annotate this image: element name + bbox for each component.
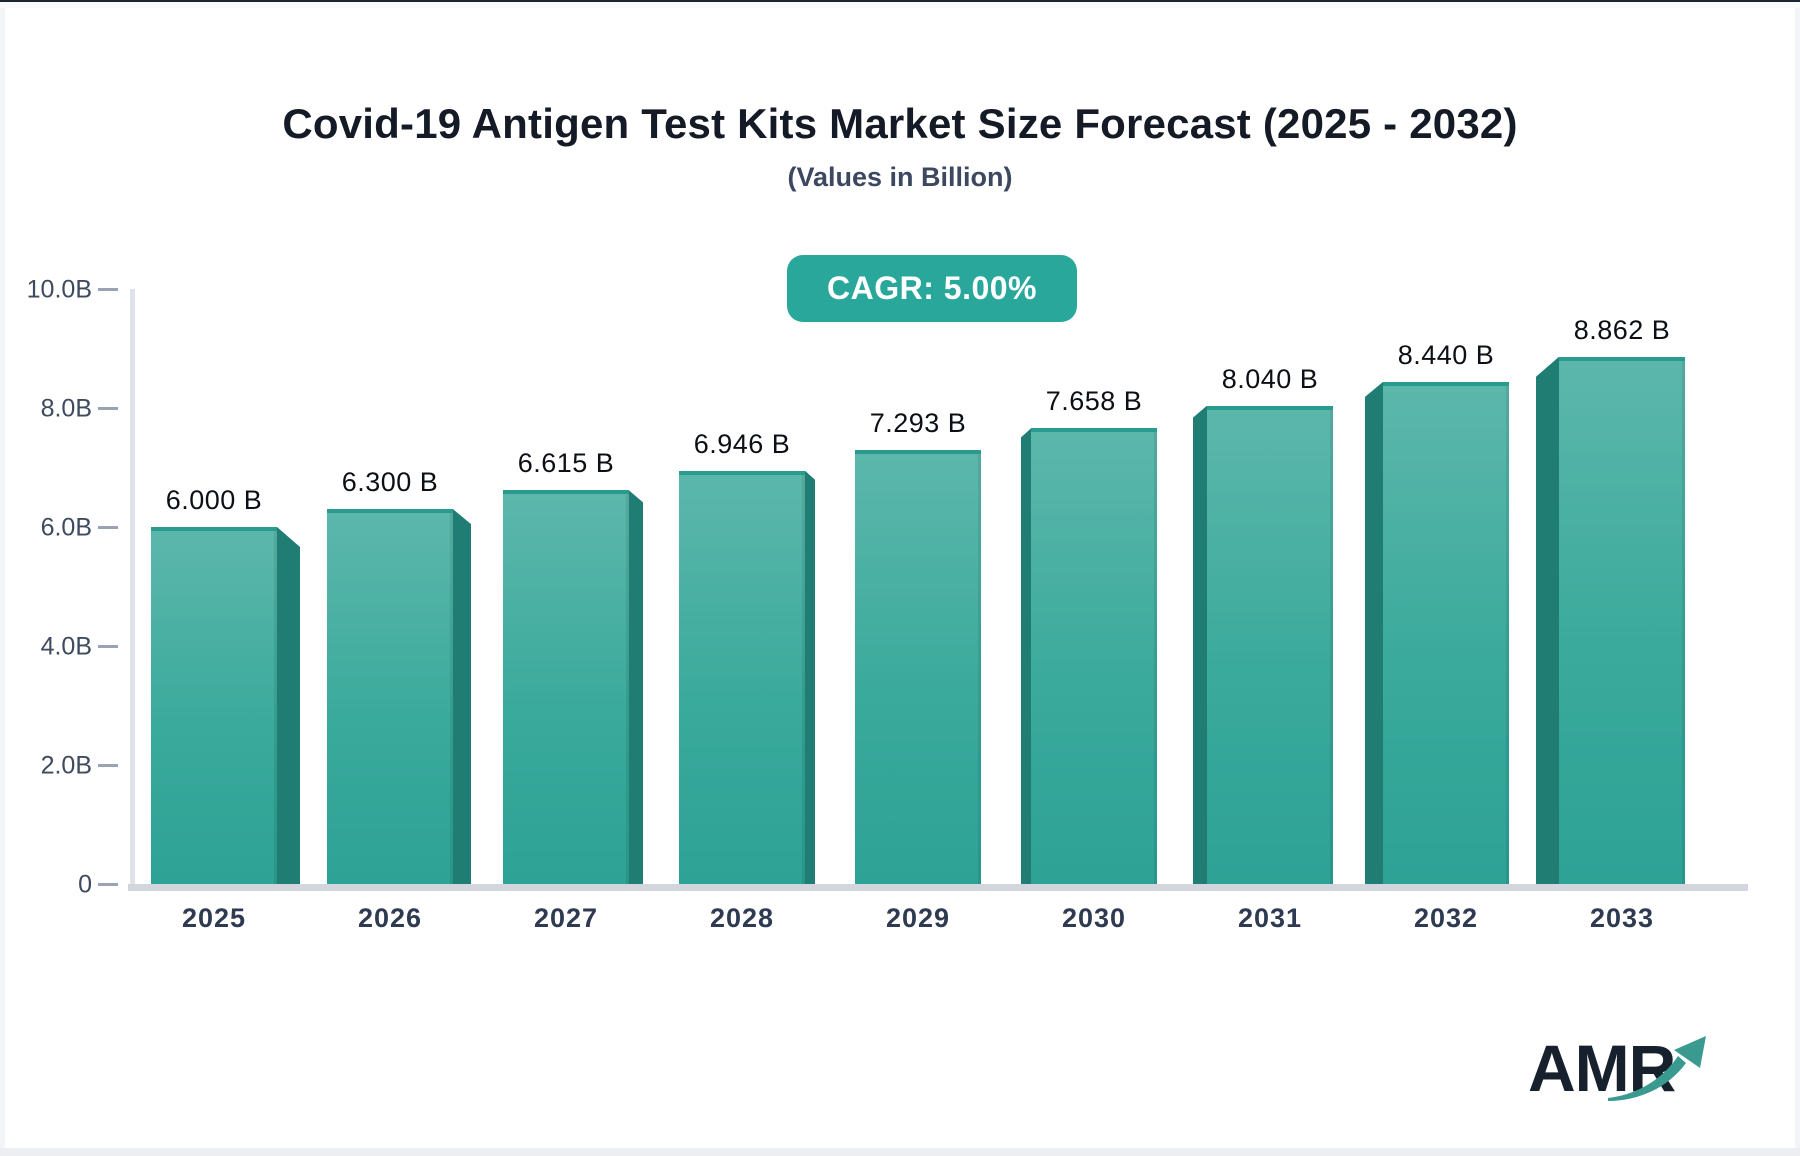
y-tick-label-3: 6.0B	[40, 513, 92, 542]
bar-2031	[1207, 405, 1333, 884]
cagr-badge: CAGR: 5.00%	[787, 255, 1077, 322]
amr-logo: AMR	[1528, 1030, 1728, 1110]
x-label-2031: 2031	[1237, 903, 1303, 933]
bar-side-2032	[1365, 381, 1383, 884]
bar-side-2027	[629, 490, 643, 884]
x-label-2026: 2026	[357, 903, 423, 933]
bar-side-2026	[453, 509, 471, 884]
bar-side-2025	[277, 527, 300, 884]
growth-arrow-icon	[1608, 1036, 1706, 1101]
y-tick-label-5: 10.0B	[26, 275, 92, 304]
bar-2033	[1559, 356, 1685, 884]
x-label-2025: 2025	[181, 903, 247, 933]
bar-value-2029: 7.293 B	[869, 408, 967, 439]
bar-2029	[855, 450, 981, 884]
y-tick-4	[98, 407, 118, 410]
bar-2032	[1383, 381, 1509, 884]
y-tick-2	[98, 645, 118, 648]
bar-2028	[679, 470, 805, 884]
bar-2026	[327, 509, 453, 884]
x-label-2027: 2027	[533, 903, 599, 933]
chart-title: Covid-19 Antigen Test Kits Market Size F…	[282, 100, 1518, 147]
bar-value-2026: 6.300 B	[341, 467, 439, 498]
bar-value-2033: 8.862 B	[1573, 314, 1671, 345]
bar-2025	[151, 527, 277, 884]
bar-value-2025: 6.000 B	[165, 485, 263, 515]
bar-side-2028	[805, 470, 815, 884]
bar-2030	[1031, 428, 1157, 884]
y-tick-label-2: 4.0B	[40, 632, 92, 661]
y-tick-label-4: 8.0B	[40, 394, 92, 423]
bar-value-2027: 6.615 B	[517, 448, 615, 479]
bar-2027	[503, 490, 629, 884]
y-tick-label-1: 2.0B	[40, 751, 92, 780]
y-tick-label-0: 0	[78, 870, 92, 899]
y-tick-5	[98, 288, 118, 291]
bar-side-2031	[1193, 405, 1207, 884]
x-axis-baseline	[128, 884, 1748, 891]
x-label-2028: 2028	[709, 903, 775, 933]
x-label-2029: 2029	[885, 903, 951, 933]
y-tick-0	[98, 883, 118, 886]
bar-side-2033	[1536, 356, 1559, 884]
bar-value-2028: 6.946 B	[693, 428, 791, 459]
y-tick-3	[98, 526, 118, 529]
amr-logo-text: AMR	[1528, 1031, 1676, 1105]
bar-value-2030: 7.658 B	[1045, 386, 1143, 417]
x-label-2033: 2033	[1589, 903, 1655, 933]
y-tick-1	[98, 764, 118, 767]
bar-side-2030	[1021, 428, 1031, 884]
x-label-2030: 2030	[1061, 903, 1127, 933]
y-axis-line	[130, 289, 135, 884]
bar-value-2032: 8.440 B	[1397, 339, 1495, 370]
chart-subtitle: (Values in Billion)	[787, 162, 1013, 192]
x-label-2032: 2032	[1413, 903, 1479, 933]
bar-value-2031: 8.040 B	[1221, 363, 1319, 394]
